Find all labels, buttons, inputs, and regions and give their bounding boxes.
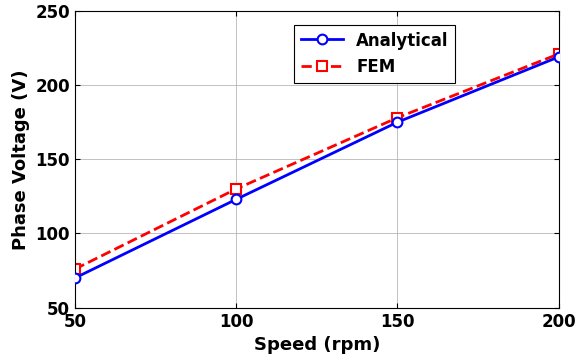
FEM bbox=[394, 115, 401, 120]
FEM bbox=[555, 52, 562, 56]
FEM bbox=[71, 267, 78, 271]
Legend: Analytical, FEM: Analytical, FEM bbox=[294, 25, 455, 83]
Y-axis label: Phase Voltage (V): Phase Voltage (V) bbox=[12, 69, 30, 249]
Analytical bbox=[555, 55, 562, 59]
Line: FEM: FEM bbox=[70, 49, 563, 274]
FEM bbox=[233, 187, 240, 191]
Analytical bbox=[233, 197, 240, 202]
Line: Analytical: Analytical bbox=[70, 52, 563, 283]
Analytical bbox=[394, 120, 401, 124]
X-axis label: Speed (rpm): Speed (rpm) bbox=[253, 336, 380, 354]
Analytical bbox=[71, 276, 78, 280]
